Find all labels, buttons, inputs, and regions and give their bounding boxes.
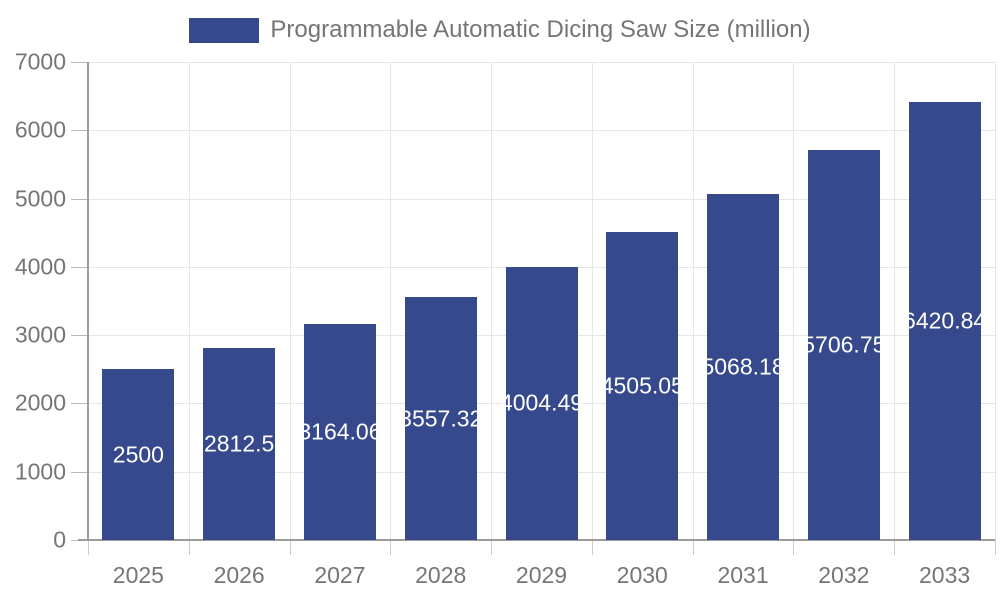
y-axis-tick: [71, 403, 88, 405]
x-tick-label: 2032: [818, 562, 870, 588]
x-axis-tick: [390, 540, 392, 555]
x-axis-line: [78, 539, 995, 541]
bar[interactable]: [807, 150, 880, 540]
bar[interactable]: [505, 266, 578, 540]
y-tick-label: 0: [53, 526, 66, 553]
x-tick-label: 2026: [213, 562, 265, 588]
gridline-vertical: [491, 62, 493, 540]
bar-value-label: 3164.06: [298, 418, 382, 445]
gridline-vertical: [591, 62, 593, 540]
y-axis-tick: [71, 130, 88, 132]
x-axis-tick: [894, 540, 896, 555]
bar-value-label: 4004.49: [499, 389, 584, 416]
bar[interactable]: [606, 232, 679, 540]
y-axis-tick: [71, 335, 88, 337]
gridline-vertical: [289, 62, 291, 540]
gridline-vertical: [692, 62, 694, 540]
bar[interactable]: [908, 101, 981, 540]
bar[interactable]: [303, 323, 376, 540]
gridline-vertical: [390, 62, 392, 540]
gridline-vertical: [894, 62, 896, 540]
x-tick-label: 2033: [919, 562, 971, 588]
legend-color-swatch: [189, 17, 260, 43]
bar-value-label: 2500: [112, 441, 164, 468]
y-tick-label: 4000: [14, 253, 66, 280]
gridline-vertical: [188, 62, 190, 540]
x-tick-label: 2027: [314, 562, 366, 588]
gridline-vertical: [793, 62, 795, 540]
x-axis-tick: [793, 540, 795, 555]
legend[interactable]: Programmable Automatic Dicing Saw Size (…: [0, 16, 1000, 44]
x-axis-tick: [692, 540, 694, 555]
bar-value-label: 2812.5: [203, 430, 275, 457]
bar[interactable]: [707, 193, 780, 540]
x-axis-tick: [88, 540, 89, 555]
x-axis-tick: [491, 540, 493, 555]
y-tick-label: 7000: [14, 48, 66, 75]
bar[interactable]: [203, 347, 276, 540]
bar-value-label: 6420.84: [903, 307, 987, 334]
gridline-horizontal: [88, 62, 995, 63]
y-axis-line: [87, 62, 89, 540]
bar-value-label: 3557.32: [399, 405, 483, 432]
y-tick-label: 5000: [14, 185, 66, 212]
bar-value-label: 5706.75: [802, 331, 886, 358]
y-axis-tick: [71, 266, 88, 268]
legend-label: Programmable Automatic Dicing Saw Size (…: [270, 16, 811, 43]
y-tick-label: 6000: [14, 116, 66, 143]
bar[interactable]: [404, 297, 477, 540]
x-tick-label: 2030: [616, 562, 668, 588]
y-axis-tick: [71, 62, 88, 63]
x-tick-label: 2031: [717, 562, 769, 588]
x-axis-tick: [995, 540, 996, 555]
gridline-horizontal: [88, 130, 995, 132]
y-tick-label: 3000: [14, 321, 66, 348]
x-axis-tick: [289, 540, 291, 555]
bar-value-label: 5068.18: [701, 353, 785, 380]
y-axis-tick: [71, 471, 88, 473]
x-tick-label: 2028: [415, 562, 467, 588]
gridline-horizontal: [88, 198, 995, 200]
bar-value-label: 4505.05: [600, 372, 684, 399]
gridline-vertical: [995, 62, 996, 540]
y-tick-label: 2000: [14, 389, 66, 416]
y-tick-label: 1000: [14, 458, 66, 485]
x-tick-label: 2025: [112, 562, 164, 588]
x-tick-label: 2029: [515, 562, 568, 588]
y-axis-tick: [71, 198, 88, 200]
x-axis-tick: [188, 540, 190, 555]
x-axis-tick: [591, 540, 593, 555]
bar[interactable]: [102, 369, 175, 540]
